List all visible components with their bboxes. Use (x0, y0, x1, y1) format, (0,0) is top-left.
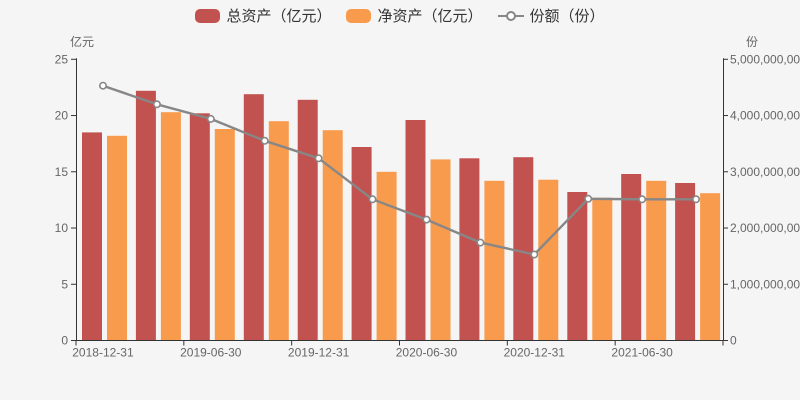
right-axis-tick-label: 5,000,000,000 (730, 52, 800, 66)
share-line-marker-2020-09-30[interactable] (476, 238, 485, 247)
bar-总资产亿元-2019-12-31[interactable] (297, 99, 318, 341)
legend-label: 总资产（亿元） (226, 8, 332, 25)
bar-净资产亿元-2019-03-31[interactable] (160, 112, 181, 341)
bar-总资产亿元-2021-06-30[interactable] (621, 174, 642, 341)
legend-label: 净资产（亿元） (377, 8, 483, 25)
x-axis-tick-label: 2018-12-31 (72, 346, 134, 360)
share-line-marker-2019-12-31[interactable] (314, 154, 323, 163)
bar-净资产亿元-2021-03-31[interactable] (592, 197, 613, 341)
right-axis-tick-label: 3,000,000,000 (730, 165, 800, 179)
bar-净资产亿元-2020-09-30[interactable] (484, 180, 505, 341)
legend-label: 份额（份） (529, 8, 605, 25)
right-axis-tick-label: 2,000,000,000 (730, 221, 800, 235)
share-line-marker-2020-03-31[interactable] (368, 195, 377, 204)
share-line-marker-2019-06-30[interactable] (206, 114, 215, 123)
bar-净资产亿元-2019-09-30[interactable] (268, 121, 289, 341)
right-axis-tick-label: 1,000,000,000 (730, 277, 800, 291)
bar-总资产亿元-2021-09-30[interactable] (675, 183, 696, 341)
legend-item-0[interactable]: 总资产（亿元） (195, 5, 331, 26)
bar-净资产亿元-2019-06-30[interactable] (214, 129, 235, 341)
legend: 总资产（亿元） 净资产（亿元） 份额（份） (0, 5, 800, 26)
left-axis-tick-label: 15 (55, 165, 69, 179)
legend-bar-swatch-icon (346, 8, 372, 23)
right-axis-title: 份 (746, 35, 759, 49)
bar-总资产亿元-2018-12-31[interactable] (82, 132, 102, 341)
legend-circle-icon (505, 10, 516, 21)
bar-净资产亿元-2020-03-31[interactable] (376, 171, 397, 341)
bar-总资产亿元-2020-09-30[interactable] (459, 158, 480, 341)
left-axis-title: 亿元 (69, 35, 94, 49)
bar-总资产亿元-2020-03-31[interactable] (351, 147, 372, 341)
x-axis-tick-label: 2019-06-30 (180, 346, 242, 360)
right-axis-tick-label: 0 (730, 334, 737, 348)
bar-净资产亿元-2018-12-31[interactable] (107, 135, 127, 341)
bar-总资产亿元-2021-03-31[interactable] (567, 192, 588, 341)
legend-item-2[interactable]: 份额（份） (497, 5, 605, 26)
share-line-marker-2019-03-31[interactable] (152, 100, 161, 109)
share-line-marker-2020-12-31[interactable] (530, 250, 539, 259)
bar-总资产亿元-2020-06-30[interactable] (405, 120, 426, 341)
left-axis-tick-label: 0 (61, 334, 68, 348)
x-axis-tick-label: 2021-06-30 (611, 346, 673, 360)
bar-总资产亿元-2019-06-30[interactable] (189, 113, 210, 341)
x-axis-tick-label: 2020-12-31 (504, 346, 566, 360)
bar-总资产亿元-2019-09-30[interactable] (243, 94, 264, 341)
bar-净资产亿元-2020-12-31[interactable] (538, 179, 559, 341)
left-axis-tick-label: 5 (61, 277, 68, 291)
share-line-marker-2018-12-31[interactable] (99, 81, 108, 90)
left-axis-tick-label: 10 (55, 221, 69, 235)
bar-净资产亿元-2021-06-30[interactable] (646, 180, 667, 341)
share-line-marker-2021-06-30[interactable] (638, 195, 647, 204)
legend-line-marker-icon (497, 9, 524, 23)
bar-总资产亿元-2019-03-31[interactable] (135, 90, 156, 341)
left-axis-tick-label: 20 (55, 109, 69, 123)
share-line-marker-2019-09-30[interactable] (260, 136, 269, 145)
x-axis-tick-label: 2019-12-31 (288, 346, 350, 360)
bar-净资产亿元-2019-12-31[interactable] (322, 130, 343, 341)
left-axis-tick-label: 25 (55, 52, 69, 66)
x-axis-tick-label: 2020-06-30 (396, 346, 458, 360)
share-line (101, 84, 698, 256)
bar-净资产亿元-2021-09-30[interactable] (700, 193, 721, 341)
share-line-marker-2020-06-30[interactable] (422, 215, 431, 224)
bar-总资产亿元-2020-12-31[interactable] (513, 157, 534, 341)
right-axis-tick-label: 4,000,000,000 (730, 109, 800, 123)
share-line-marker-2021-03-31[interactable] (584, 194, 593, 203)
legend-item-1[interactable]: 净资产（亿元） (346, 5, 483, 26)
legend-bar-swatch-icon (195, 8, 221, 23)
share-line-marker-2021-09-30[interactable] (691, 195, 700, 204)
bar-净资产亿元-2020-06-30[interactable] (430, 159, 451, 341)
